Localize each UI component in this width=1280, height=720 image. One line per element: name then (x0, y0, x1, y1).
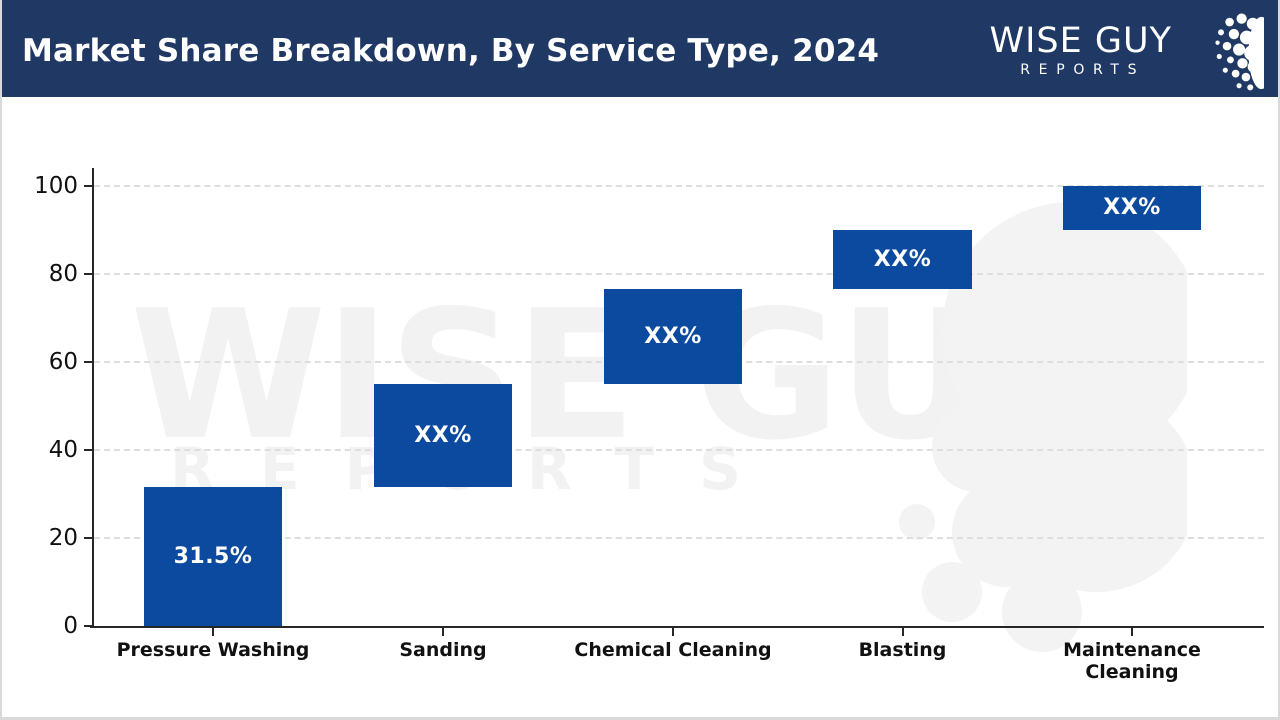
wiseguy-logo-wordmark: WISE GUY (989, 21, 1172, 61)
y-tick-mark (84, 536, 92, 539)
x-tick-mark (672, 628, 674, 636)
gridline-20 (94, 536, 1264, 539)
wiseguy-logo-text: WISE GUY REPORTS (989, 21, 1172, 79)
x-category-label: Sanding (399, 639, 487, 661)
bar-value-label: XX% (644, 323, 702, 349)
y-tick-mark (84, 625, 92, 627)
gridline-40 (94, 448, 1264, 451)
y-axis-line (92, 168, 94, 628)
gridline-80 (94, 272, 1264, 275)
page-title: Market Share Breakdown, By Service Type,… (22, 33, 880, 69)
y-tick-label: 40 (48, 436, 78, 463)
bar-value-label: XX% (1103, 195, 1161, 221)
x-category-label: Chemical Cleaning (574, 639, 772, 661)
gridline-100 (94, 184, 1264, 187)
header-banner: Market Share Breakdown, By Service Type,… (2, 0, 1278, 97)
x-category-label: Pressure Washing (116, 639, 310, 661)
bar-value-label: XX% (414, 422, 472, 448)
y-tick-label: 20 (48, 524, 78, 551)
x-tick-mark (212, 628, 214, 636)
y-tick-label: 80 (48, 260, 78, 287)
x-category-label: Blasting (858, 639, 947, 661)
bar-chemical-cleaning: XX% (603, 289, 743, 384)
watermark-head-icon (899, 202, 1187, 652)
bar-blasting: XX% (833, 229, 972, 289)
bar-sanding: XX% (373, 383, 513, 488)
y-tick-mark (84, 360, 92, 363)
bar-maintenance-cleaning: XX% (1062, 185, 1202, 230)
bar-value-label: XX% (873, 246, 932, 272)
x-tick-mark (901, 628, 904, 636)
x-axis-line (90, 626, 1264, 628)
x-tick-mark (442, 628, 444, 636)
wiseguy-logo-subtitle: REPORTS (1020, 62, 1146, 78)
y-tick-mark (84, 272, 92, 275)
y-tick-label: 0 (63, 613, 78, 639)
x-category-label: Maintenance Cleaning (1063, 639, 1201, 683)
y-tick-label: 100 (34, 172, 78, 199)
y-tick-label: 60 (48, 348, 78, 375)
bar-value-label: 31.5% (173, 544, 253, 570)
waterfall-chart: WISE GUY REPORTS 02040608010031.5%Pressu… (2, 97, 1278, 717)
wiseguy-head-logo-icon (1215, 13, 1264, 91)
x-tick-mark (1131, 628, 1133, 636)
wiseguy-logo: WISE GUY REPORTS (989, 6, 1264, 92)
y-tick-mark (84, 184, 92, 187)
y-tick-mark (84, 448, 92, 451)
bar-pressure-washing: 31.5% (143, 487, 283, 626)
